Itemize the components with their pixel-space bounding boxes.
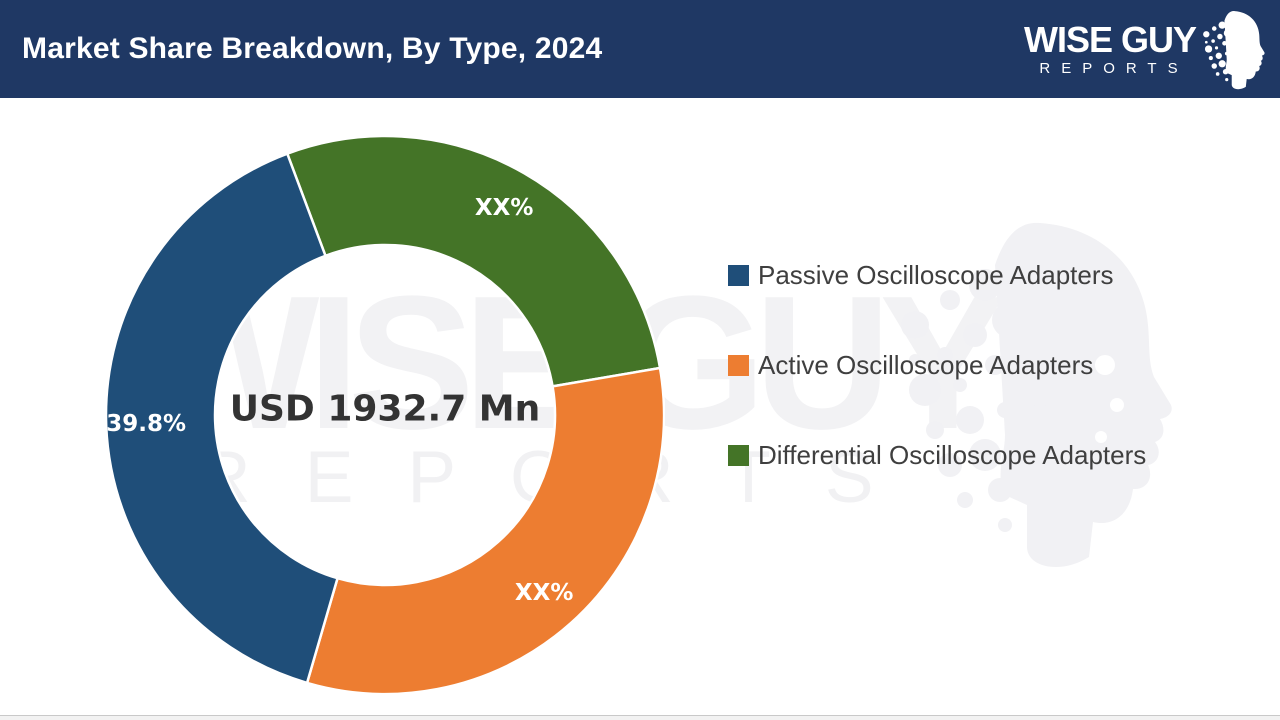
title-bar: Market Share Breakdown, By Type, 2024 WI… (0, 0, 1280, 98)
donut-center-value: USD 1932.7 Mn (229, 388, 541, 430)
brand-logo-face-icon (1203, 11, 1265, 90)
brand-logo-text: WISE GUY REPORTS (1023, 19, 1197, 77)
brand-logo-name: WISE GUY (1023, 19, 1197, 60)
donut-chart (104, 134, 666, 696)
legend-swatch-differential (728, 445, 749, 466)
legend-item-passive: Passive Oscilloscope Adapters (728, 260, 1146, 290)
donut-segment-1 (305, 366, 666, 696)
slice-label-differential: XX% (474, 194, 534, 221)
legend-swatch-passive (728, 265, 749, 286)
donut-segment-2 (286, 134, 662, 388)
legend-label: Passive Oscilloscope Adapters (758, 260, 1114, 290)
legend-label: Differential Oscilloscope Adapters (758, 440, 1147, 470)
donut-chart-svg (104, 134, 666, 696)
legend-item-differential: Differential Oscilloscope Adapters (728, 440, 1147, 470)
legend-item-active: Active Oscilloscope Adapters (728, 350, 1146, 380)
watermark-face-icon (901, 222, 1172, 568)
brand-logo: WISE GUY REPORTS (1024, 6, 1266, 92)
footer-divider (0, 715, 1280, 720)
donut-segment-0 (104, 152, 339, 685)
legend-swatch-active (728, 355, 749, 376)
chart-legend: Passive Oscilloscope Adapters Active Osc… (728, 260, 1147, 532)
slice-label-passive: 39.8% (106, 410, 187, 437)
page-title: Market Share Breakdown, By Type, 2024 (22, 32, 603, 65)
legend-label: Active Oscilloscope Adapters (758, 350, 1094, 380)
slice-label-active: XX% (514, 580, 574, 607)
brand-logo-subtitle: REPORTS (1039, 60, 1189, 77)
